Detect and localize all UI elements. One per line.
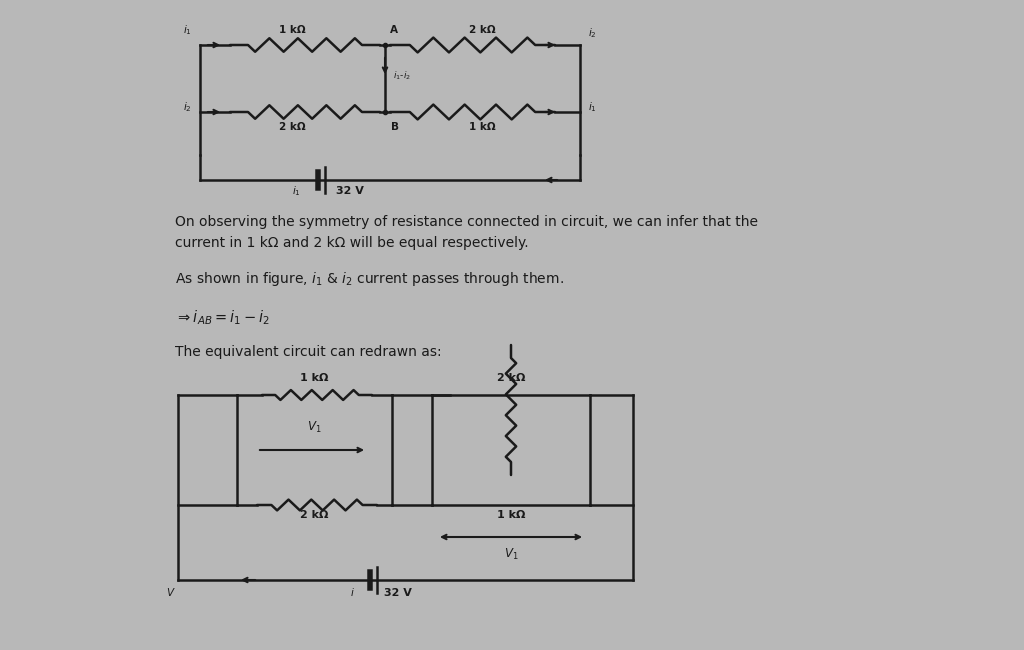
Text: $V_1$: $V_1$	[504, 547, 518, 562]
Text: $i_1$-$i_2$: $i_1$-$i_2$	[393, 70, 411, 83]
Text: 2 kΩ: 2 kΩ	[279, 122, 305, 132]
Text: As shown in figure, $i_1$ & $i_2$ current passes through them.: As shown in figure, $i_1$ & $i_2$ curren…	[175, 270, 564, 288]
Text: 1 kΩ: 1 kΩ	[497, 510, 525, 520]
Text: $i_1$: $i_1$	[183, 23, 193, 37]
Text: 32 V: 32 V	[384, 588, 412, 598]
Text: $i_2$: $i_2$	[588, 26, 597, 40]
Text: $i_2$: $i_2$	[183, 100, 193, 114]
Text: $\Rightarrow i_{AB} = i_1 - i_2$: $\Rightarrow i_{AB} = i_1 - i_2$	[175, 308, 270, 327]
Text: 1 kΩ: 1 kΩ	[279, 25, 305, 35]
Text: The equivalent circuit can redrawn as:: The equivalent circuit can redrawn as:	[175, 345, 441, 359]
Text: $i_1$: $i_1$	[588, 100, 597, 114]
Text: i: i	[350, 588, 353, 598]
Text: 2 kΩ: 2 kΩ	[469, 25, 496, 35]
Text: 2 kΩ: 2 kΩ	[497, 373, 525, 383]
Text: V: V	[166, 588, 173, 598]
Text: B: B	[391, 122, 399, 132]
Text: On observing the symmetry of resistance connected in circuit, we can infer that : On observing the symmetry of resistance …	[175, 215, 758, 229]
Text: 1 kΩ: 1 kΩ	[300, 373, 328, 383]
Text: 32 V: 32 V	[336, 186, 364, 196]
Text: 2 kΩ: 2 kΩ	[300, 510, 328, 520]
Text: 1 kΩ: 1 kΩ	[469, 122, 496, 132]
Text: current in 1 kΩ and 2 kΩ will be equal respectively.: current in 1 kΩ and 2 kΩ will be equal r…	[175, 236, 528, 250]
Text: $i_1$: $i_1$	[292, 184, 300, 198]
Text: A: A	[390, 25, 398, 35]
Text: $V_1$: $V_1$	[307, 420, 322, 435]
